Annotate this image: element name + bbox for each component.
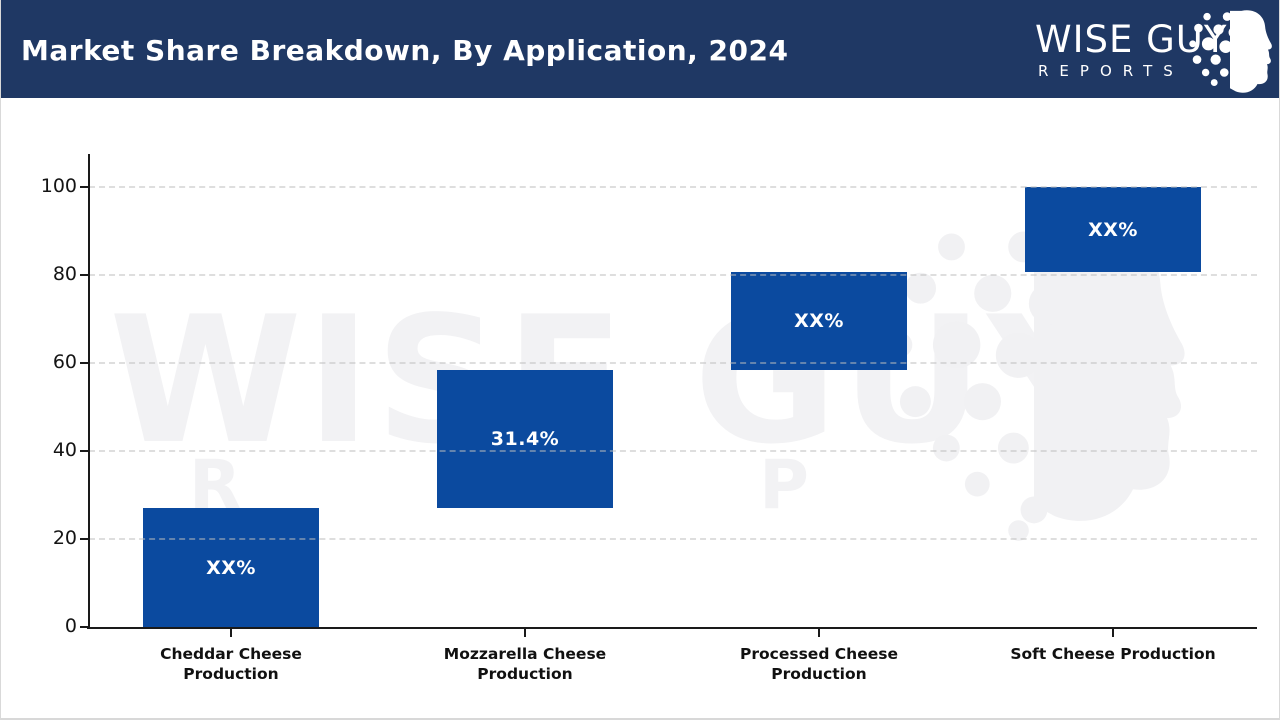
y-axis-tick	[80, 362, 88, 364]
y-axis-tick-label: 80	[52, 263, 77, 285]
bar-value-label: XX%	[794, 310, 844, 333]
bar-value-label: 31.4%	[490, 428, 560, 451]
y-axis-tick	[80, 186, 88, 188]
x-category-label: Mozzarella Cheese Production	[443, 645, 607, 683]
x-axis-tick	[818, 629, 820, 637]
wise-guy-reports-logo: WISE GUY REPORTS	[1017, 6, 1272, 94]
y-axis-line	[88, 154, 90, 629]
x-axis-tick	[1112, 629, 1114, 637]
x-category-label: Processed Cheese Production	[740, 645, 898, 683]
y-axis-tick-label: 60	[52, 351, 77, 373]
bar-value-label: XX%	[1088, 218, 1138, 241]
logo-text: WISE GUY REPORTS	[1035, 18, 1228, 81]
x-category-label: Soft Cheese Production	[1010, 645, 1216, 663]
logo-subtitle: REPORTS	[1038, 62, 1184, 80]
x-axis-tick	[524, 629, 526, 637]
x-axis-line	[87, 627, 1257, 629]
bar-segment: 31.4%	[437, 370, 613, 509]
bar-value-label: XX%	[206, 556, 256, 579]
y-axis-tick-label: 20	[52, 527, 77, 549]
page-title: Market Share Breakdown, By Application, …	[21, 34, 789, 67]
y-axis-tick	[80, 274, 88, 276]
chart-area: WISE GUY R E P O R T S XX%31.4%XX%XX%0	[1, 98, 1279, 720]
y-axis-tick	[80, 450, 88, 452]
y-axis-tick	[80, 626, 88, 628]
x-category-label: Cheddar Cheese Production	[160, 645, 302, 683]
y-axis-tick	[80, 538, 88, 540]
y-axis-tick-label: 100	[40, 175, 77, 197]
bar-segment: XX%	[731, 272, 907, 371]
gridline	[89, 274, 1257, 276]
gridline	[89, 450, 1257, 452]
header-bar: Market Share Breakdown, By Application, …	[1, 0, 1279, 98]
gridline	[89, 538, 1257, 540]
y-axis-tick-label: 40	[52, 439, 77, 461]
gridline	[89, 186, 1257, 188]
dotted-head-profile-icon	[1189, 10, 1272, 93]
y-axis-tick-label: 0	[64, 615, 77, 637]
bar-segment: XX%	[1025, 187, 1201, 273]
gridline	[89, 362, 1257, 364]
x-axis-tick	[230, 629, 232, 637]
bar-segment: XX%	[143, 508, 319, 627]
logo-wordmark: WISE GUY	[1035, 18, 1228, 61]
